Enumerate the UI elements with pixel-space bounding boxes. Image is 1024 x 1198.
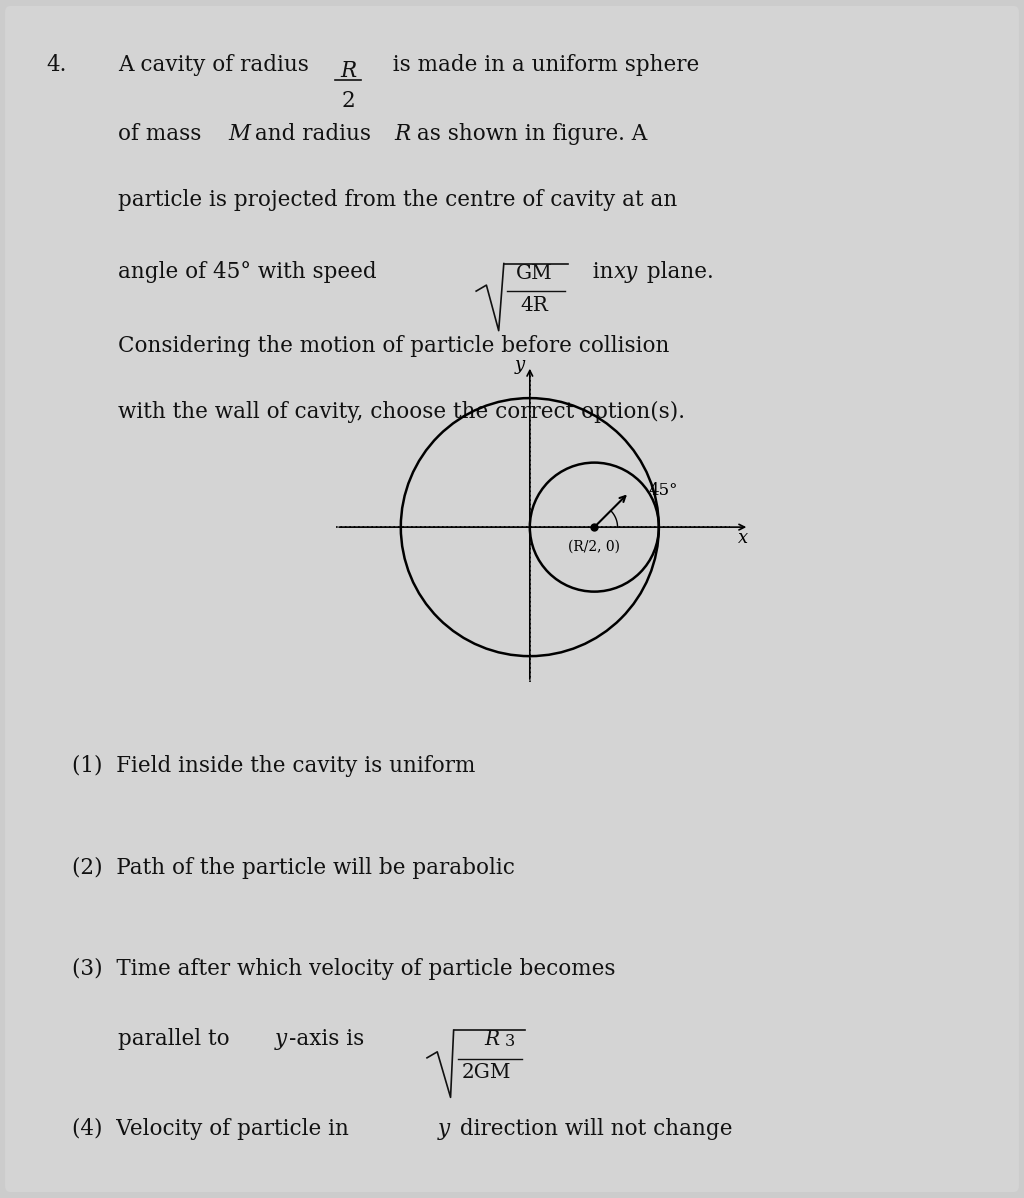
Text: (4)  Velocity of particle in: (4) Velocity of particle in bbox=[72, 1118, 355, 1139]
Text: y: y bbox=[438, 1118, 451, 1139]
Text: M: M bbox=[228, 123, 250, 145]
Text: 3: 3 bbox=[505, 1033, 515, 1049]
Text: 2GM: 2GM bbox=[462, 1063, 511, 1082]
Text: 4R: 4R bbox=[520, 296, 549, 315]
Text: of mass: of mass bbox=[118, 123, 208, 145]
Text: (1)  Field inside the cavity is uniform: (1) Field inside the cavity is uniform bbox=[72, 755, 475, 776]
Text: plane.: plane. bbox=[640, 261, 714, 283]
Text: x: x bbox=[737, 528, 748, 546]
Text: y: y bbox=[514, 356, 524, 374]
FancyBboxPatch shape bbox=[5, 6, 1019, 1192]
Text: as shown in figure. A: as shown in figure. A bbox=[410, 123, 647, 145]
Text: (3)  Time after which velocity of particle becomes: (3) Time after which velocity of particl… bbox=[72, 958, 615, 980]
Text: in: in bbox=[579, 261, 620, 283]
Text: parallel to: parallel to bbox=[118, 1028, 237, 1049]
Text: particle is projected from the centre of cavity at an: particle is projected from the centre of… bbox=[118, 189, 677, 211]
Text: 2: 2 bbox=[341, 90, 355, 111]
Text: angle of 45° with speed: angle of 45° with speed bbox=[118, 261, 377, 283]
Text: R: R bbox=[484, 1030, 500, 1049]
Text: GM: GM bbox=[516, 264, 553, 283]
Text: with the wall of cavity, choose the correct option(s).: with the wall of cavity, choose the corr… bbox=[118, 401, 685, 423]
Text: R: R bbox=[340, 60, 356, 81]
Text: and radius: and radius bbox=[248, 123, 378, 145]
Text: is made in a uniform sphere: is made in a uniform sphere bbox=[379, 54, 699, 75]
Text: A cavity of radius: A cavity of radius bbox=[118, 54, 315, 75]
Text: direction will not change: direction will not change bbox=[453, 1118, 732, 1139]
Text: Considering the motion of particle before collision: Considering the motion of particle befor… bbox=[118, 335, 669, 357]
Text: (R/2, 0): (R/2, 0) bbox=[568, 539, 621, 553]
Text: 45°: 45° bbox=[648, 482, 678, 498]
Text: xy: xy bbox=[614, 261, 639, 283]
Text: y: y bbox=[274, 1028, 287, 1049]
Text: 4.: 4. bbox=[46, 54, 67, 75]
Text: R: R bbox=[394, 123, 411, 145]
Text: (2)  Path of the particle will be parabolic: (2) Path of the particle will be parabol… bbox=[72, 857, 514, 878]
Text: -axis is: -axis is bbox=[289, 1028, 371, 1049]
